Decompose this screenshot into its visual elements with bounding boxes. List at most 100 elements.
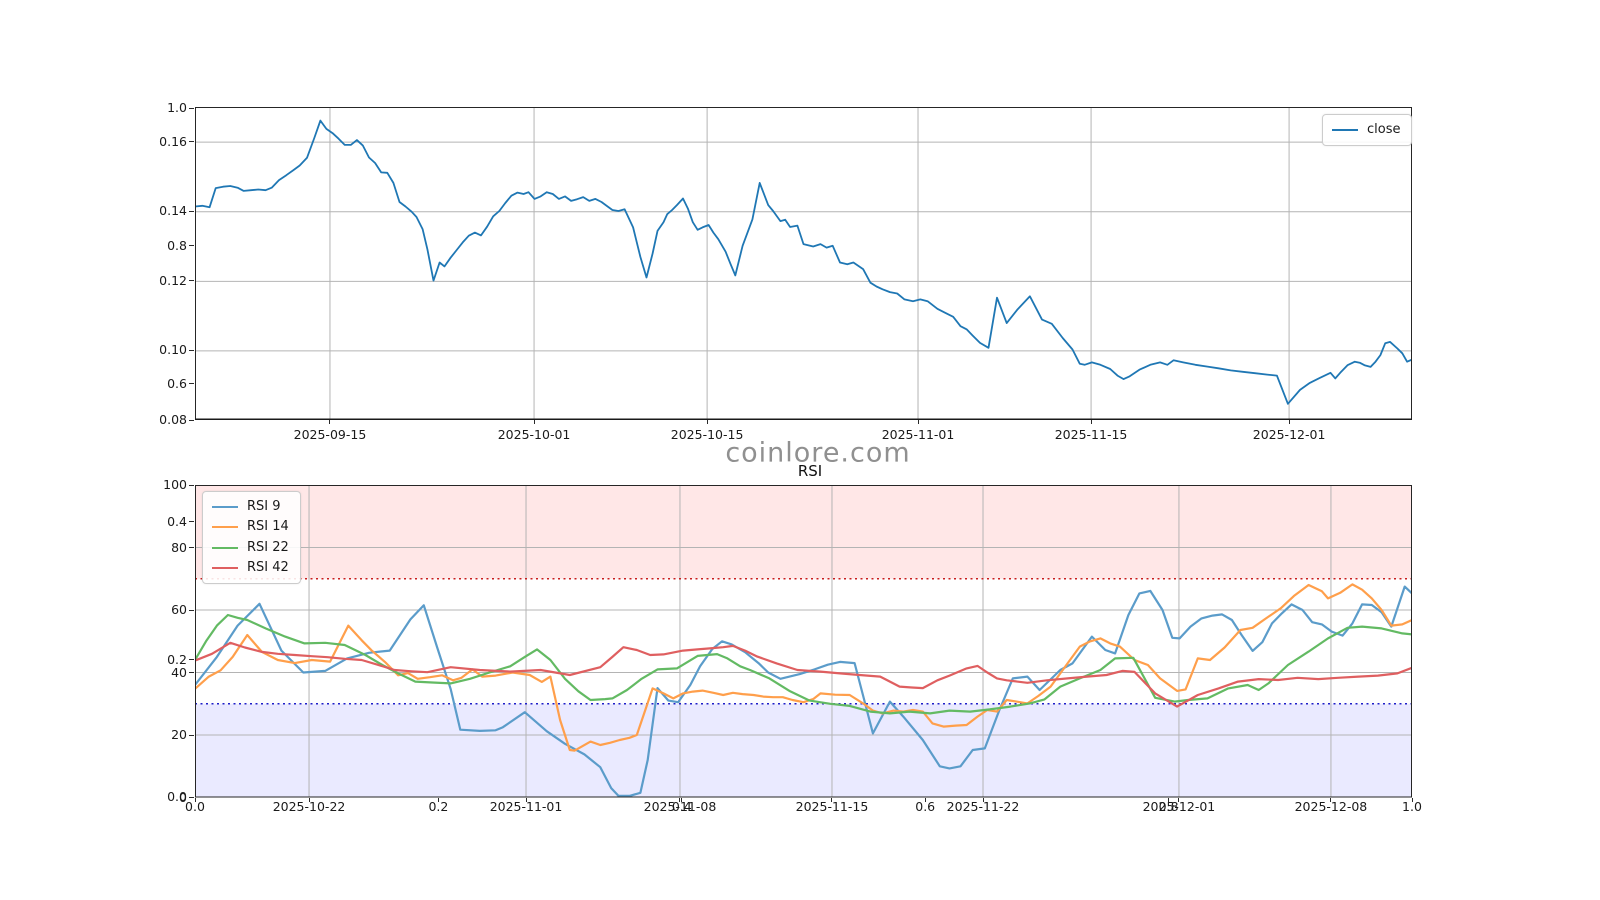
- x-tick-mark: [679, 797, 681, 802]
- rsi-legend: RSI 9 RSI 14 RSI 22 RSI 42: [202, 491, 301, 584]
- y-tick-label: 20: [171, 726, 187, 742]
- secondary-x-tick-label: 0.0: [185, 799, 205, 814]
- y-tick-mark: [189, 609, 194, 611]
- legend-item: RSI 9: [212, 497, 289, 517]
- legend-item-label: RSI 42: [247, 559, 289, 575]
- secondary-x-tick-label: 0.8: [1158, 799, 1179, 814]
- x-tick-label: 2025-11-15: [1054, 427, 1128, 442]
- y-tick-mark: [189, 484, 194, 486]
- x-tick-mark: [1090, 420, 1092, 424]
- x-tick-mark: [1178, 797, 1180, 802]
- secondary-y-tick-label: 0.2: [167, 651, 187, 667]
- x-tick-mark: [1330, 797, 1332, 802]
- x-tick-label: 2025-12-01: [1252, 427, 1326, 442]
- rsi-frame: [195, 485, 1412, 798]
- secondary-x-tick-mark: [681, 797, 683, 802]
- y-tick-label: 0.14: [159, 202, 187, 218]
- x-tick-label: 2025-11-01: [489, 799, 563, 814]
- x-tick-mark: [533, 420, 535, 424]
- secondary-x-tick-mark: [924, 797, 926, 802]
- y-tick-mark: [189, 141, 194, 143]
- series-rsi-22: [195, 613, 1412, 715]
- secondary-y-tick-mark: [189, 245, 194, 247]
- legend-item: RSI 14: [212, 517, 289, 537]
- secondary-y-tick-mark: [189, 659, 194, 661]
- legend-item-label: RSI 9: [247, 499, 281, 514]
- x-tick-mark: [329, 420, 331, 424]
- y-tick-label: 100: [163, 476, 187, 492]
- x-tick-label: 2025-11-08: [643, 799, 717, 814]
- secondary-y-tick-mark: [189, 521, 194, 523]
- legend-line-swatch: [212, 526, 238, 529]
- x-tick-label: 2025-11-22: [946, 799, 1020, 814]
- price-legend: close: [1322, 114, 1413, 147]
- series-rsi-42: [195, 641, 1412, 708]
- secondary-x-tick-mark: [1168, 797, 1170, 802]
- x-tick-label: 2025-10-01: [497, 427, 571, 442]
- y-tick-mark: [189, 672, 194, 673]
- secondary-x-tick-label: 1.0: [1402, 799, 1422, 814]
- x-tick-mark: [982, 797, 984, 802]
- secondary-y-tick-mark: [189, 107, 194, 109]
- secondary-x-tick-mark: [437, 797, 439, 802]
- watermark-text: coinlore.com: [725, 437, 911, 469]
- y-tick-label: 0: [179, 789, 187, 805]
- legend-line-swatch: [212, 546, 238, 549]
- x-tick-mark: [831, 797, 833, 802]
- legend-item: RSI 22: [212, 538, 289, 558]
- legend-item-label: RSI 22: [247, 539, 289, 555]
- y-tick-label: 0.16: [159, 133, 187, 149]
- legend-item-label: RSI 14: [247, 519, 289, 535]
- y-tick-label: 0.08: [159, 411, 187, 427]
- x-tick-label: 2025-10-22: [272, 799, 346, 814]
- price-chart: [195, 106, 1412, 420]
- x-tick-mark: [917, 420, 919, 424]
- rsi-chart: [195, 485, 1412, 798]
- secondary-y-tick-mark: [189, 383, 194, 385]
- secondary-y-tick-label: 0.8: [167, 237, 187, 253]
- legend-line-swatch: [212, 566, 238, 569]
- y-tick-mark: [189, 734, 194, 736]
- y-tick-mark: [189, 419, 194, 421]
- x-tick-label: 2025-12-08: [1294, 799, 1368, 814]
- secondary-x-tick-mark: [1411, 797, 1413, 802]
- y-tick-mark: [189, 349, 194, 351]
- x-tick-mark: [1288, 420, 1290, 424]
- x-tick-label: 2025-11-01: [881, 427, 955, 442]
- rsi-band-1: [195, 703, 1412, 798]
- series-rsi-9: [195, 585, 1412, 797]
- secondary-x-tick-label: 0.6: [915, 799, 936, 814]
- x-tick-mark: [525, 797, 527, 802]
- x-tick-label: 2025-11-15: [795, 799, 869, 814]
- x-tick-mark: [706, 420, 708, 424]
- secondary-y-tick-mark: [189, 796, 194, 798]
- y-tick-label: 60: [171, 601, 187, 617]
- legend-line-swatch: [212, 506, 238, 509]
- secondary-x-tick-mark: [194, 797, 196, 802]
- legend-item: close: [1332, 120, 1400, 140]
- secondary-y-tick-label: 1.0: [167, 99, 187, 115]
- y-tick-mark: [189, 547, 194, 548]
- x-tick-label: 2025-10-15: [670, 427, 744, 442]
- legend-item-label: close: [1367, 122, 1401, 137]
- series-close: [195, 119, 1412, 405]
- secondary-y-tick-label: 0.6: [167, 375, 187, 391]
- secondary-x-tick-label: 0.4: [671, 799, 692, 814]
- x-tick-mark: [308, 797, 310, 802]
- x-tick-label: 2025-09-15: [293, 427, 367, 442]
- rsi-panel-title: RSI: [797, 462, 823, 480]
- y-tick-label: 0.12: [159, 272, 187, 288]
- y-tick-label: 80: [171, 539, 187, 555]
- rsi-band-0: [195, 485, 1412, 579]
- legend-line-swatch: [1332, 129, 1358, 132]
- x-tick-label: 2025-12-01: [1142, 799, 1216, 814]
- y-tick-label: 40: [171, 664, 187, 680]
- y-tick-mark: [189, 280, 194, 282]
- y-tick-mark: [189, 210, 194, 212]
- y-tick-label: 0.10: [159, 342, 187, 358]
- secondary-x-tick-label: 0.2: [428, 799, 449, 814]
- secondary-y-tick-label: 0.4: [167, 513, 187, 529]
- legend-item: RSI 42: [212, 558, 289, 578]
